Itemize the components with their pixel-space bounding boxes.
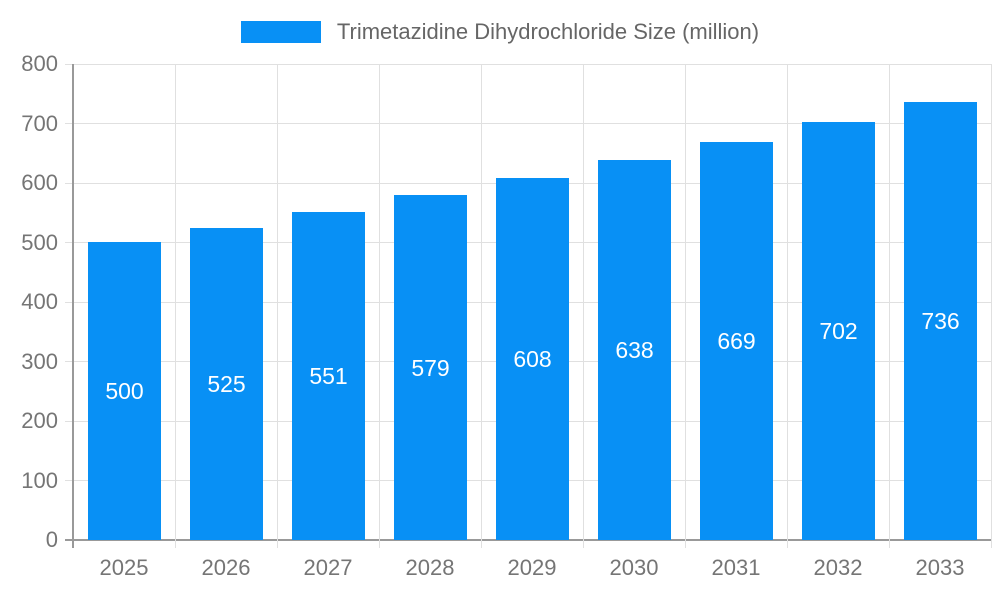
y-axis-line	[72, 64, 74, 548]
plot-area: 500 525 551 579 608 638 669 702 736	[65, 64, 992, 548]
bar-2032[interactable]: 702	[802, 122, 875, 540]
bar-value-label: 608	[513, 346, 552, 372]
x-axis-tick-label: 2027	[303, 555, 353, 580]
v-gridline	[379, 64, 380, 548]
y-axis-tick-label: 500	[21, 230, 58, 255]
bar-2027[interactable]: 551	[292, 212, 365, 540]
bar-2030[interactable]: 638	[598, 160, 671, 540]
y-axis-tick-label: 700	[21, 111, 58, 136]
x-axis-tick-label: 2028	[405, 555, 455, 580]
legend[interactable]: Trimetazidine Dihydrochloride Size (mill…	[0, 19, 1000, 45]
x-axis-tick-label: 2033	[915, 555, 965, 580]
bar-value-label: 702	[819, 318, 858, 344]
x-axis-tick-label: 2025	[99, 555, 149, 580]
x-axis-tick-label: 2026	[201, 555, 251, 580]
bar-value-label: 638	[615, 337, 654, 363]
v-gridline	[583, 64, 584, 548]
x-axis-tick-label: 2029	[507, 555, 557, 580]
y-axis-tick-label: 600	[21, 170, 58, 195]
v-gridline	[481, 64, 482, 548]
bar-2029[interactable]: 608	[496, 178, 569, 540]
bar-value-label: 551	[309, 363, 348, 389]
y-axis-tick-label: 0	[45, 527, 58, 552]
x-axis-tick-label: 2031	[711, 555, 761, 580]
v-gridline	[685, 64, 686, 548]
v-gridline	[277, 64, 278, 548]
x-axis-tick-label: 2030	[609, 555, 659, 580]
y-axis-tick-label: 400	[21, 289, 58, 314]
x-axis-line	[65, 539, 991, 541]
bar-value-label: 500	[105, 378, 144, 404]
y-axis-tick-label: 100	[21, 468, 58, 493]
bar-value-label: 669	[717, 328, 756, 354]
bar-2033[interactable]: 736	[904, 102, 977, 540]
v-gridline	[991, 64, 992, 548]
v-gridline	[787, 64, 788, 548]
bar-2028[interactable]: 579	[394, 195, 467, 540]
y-axis-tick-label: 300	[21, 349, 58, 374]
legend-label: Trimetazidine Dihydrochloride Size (mill…	[336, 19, 760, 44]
h-gridline	[65, 64, 991, 65]
bar-2026[interactable]: 525	[190, 228, 263, 540]
bar-value-label: 525	[207, 371, 246, 397]
bar-value-label: 579	[411, 355, 450, 381]
x-axis-tick-label: 2032	[813, 555, 863, 580]
legend-swatch-icon	[240, 21, 321, 43]
v-gridline	[175, 64, 176, 548]
bar-value-label: 736	[921, 308, 960, 334]
v-gridline	[889, 64, 890, 548]
h-gridline	[65, 123, 991, 124]
bar-2031[interactable]: 669	[700, 142, 773, 540]
y-axis-tick-label: 800	[21, 51, 58, 76]
y-axis-tick-label: 200	[21, 408, 58, 433]
bar-2025[interactable]: 500	[88, 242, 161, 540]
